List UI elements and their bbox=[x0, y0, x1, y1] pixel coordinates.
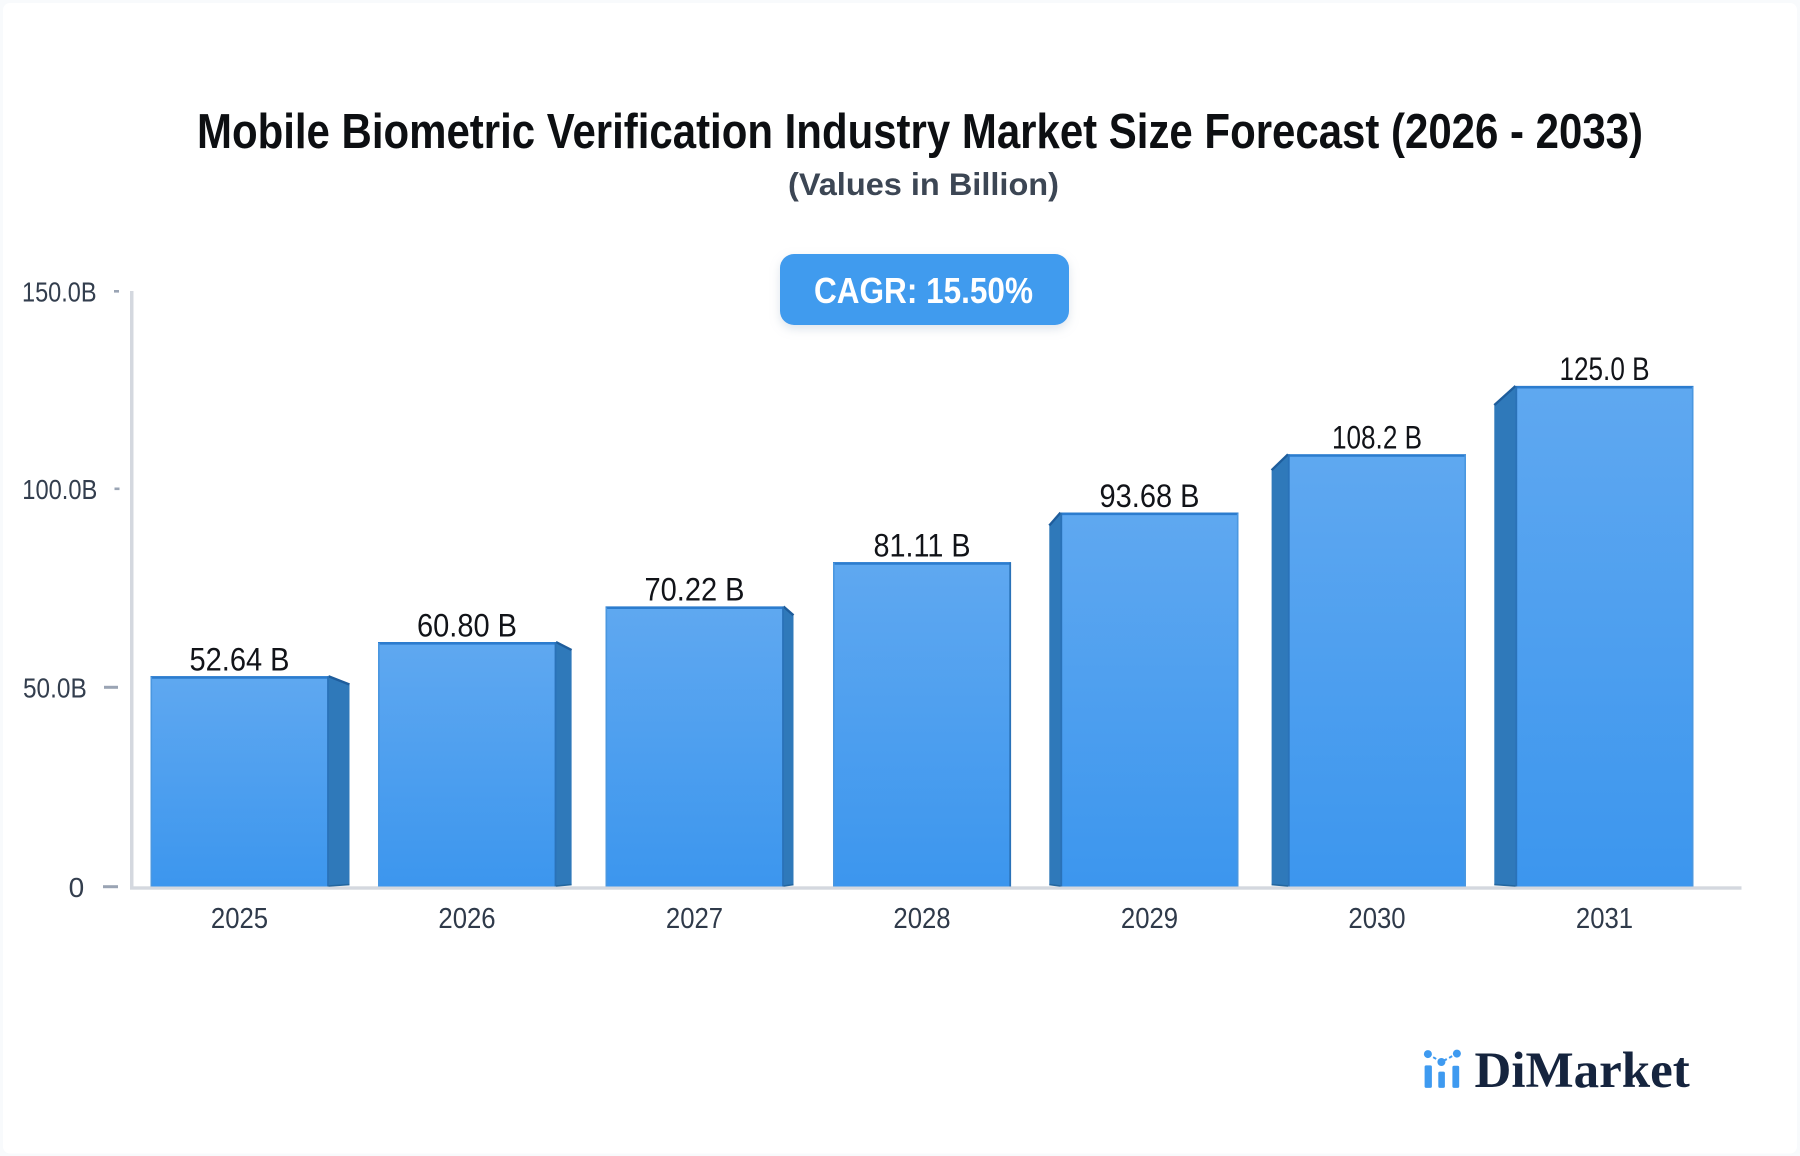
svg-text:2031: 2031 bbox=[1576, 903, 1633, 935]
svg-text:125.0 B: 125.0 B bbox=[1560, 351, 1650, 387]
svg-text:150.0B: 150.0B bbox=[22, 277, 97, 308]
svg-text:2028: 2028 bbox=[893, 903, 950, 935]
svg-text:DiMarket: DiMarket bbox=[1475, 1043, 1690, 1099]
svg-text:81.11 B: 81.11 B bbox=[874, 527, 971, 563]
svg-text:2027: 2027 bbox=[666, 903, 723, 935]
svg-text:93.68 B: 93.68 B bbox=[1100, 478, 1200, 514]
svg-text:108.2 B: 108.2 B bbox=[1332, 420, 1422, 456]
svg-text:0: 0 bbox=[69, 872, 85, 903]
svg-text:2030: 2030 bbox=[1348, 903, 1405, 935]
svg-text:2026: 2026 bbox=[438, 903, 495, 935]
svg-text:50.0B: 50.0B bbox=[23, 673, 87, 704]
svg-text:2029: 2029 bbox=[1121, 903, 1178, 935]
svg-text:2025: 2025 bbox=[211, 903, 268, 935]
svg-text:CAGR: 15.50%: CAGR: 15.50% bbox=[814, 270, 1033, 311]
svg-text:(Values in Billion): (Values in Billion) bbox=[788, 166, 1059, 202]
svg-text:70.22 B: 70.22 B bbox=[645, 572, 745, 608]
svg-text:100.0B: 100.0B bbox=[22, 474, 97, 505]
svg-text:Mobile Biometric Verification: Mobile Biometric Verification Industry M… bbox=[197, 105, 1643, 159]
svg-text:52.64 B: 52.64 B bbox=[190, 642, 290, 678]
svg-text:60.80 B: 60.80 B bbox=[417, 607, 517, 643]
